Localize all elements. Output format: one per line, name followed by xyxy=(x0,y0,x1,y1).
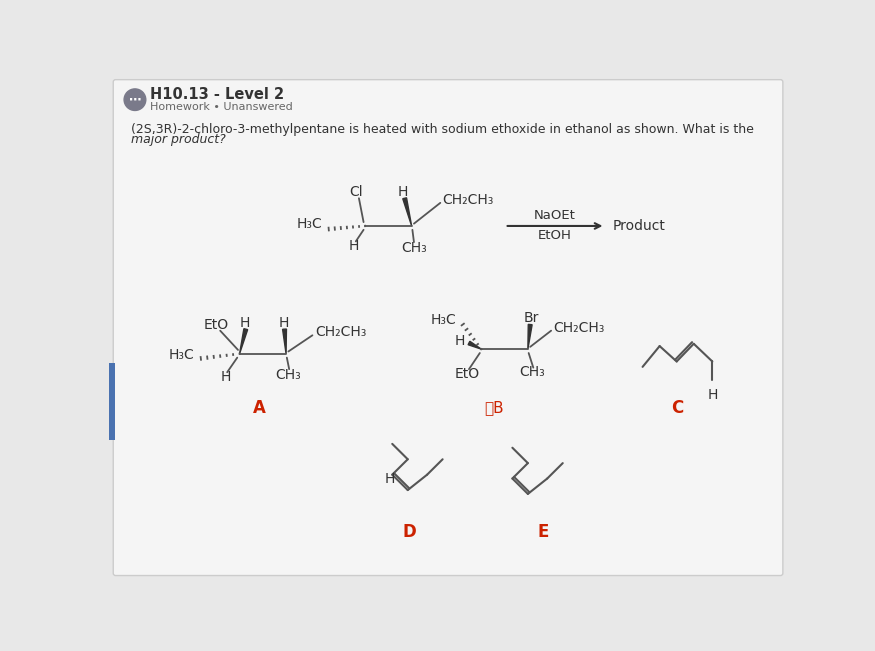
Bar xyxy=(109,363,115,440)
Text: H: H xyxy=(220,370,231,384)
Text: H: H xyxy=(240,316,250,330)
Text: Homework • Unanswered: Homework • Unanswered xyxy=(150,102,292,111)
Text: C: C xyxy=(671,398,683,417)
Polygon shape xyxy=(468,341,481,349)
Text: EtO: EtO xyxy=(455,367,480,381)
Text: CH₂CH₃: CH₂CH₃ xyxy=(315,326,366,339)
Text: H: H xyxy=(349,239,360,253)
Text: H: H xyxy=(397,185,408,199)
Text: CH₃: CH₃ xyxy=(275,368,300,381)
Text: 👋B: 👋B xyxy=(485,400,504,415)
Text: H: H xyxy=(385,471,396,486)
Text: CH₂CH₃: CH₂CH₃ xyxy=(554,320,605,335)
Text: H10.13 - Level 2: H10.13 - Level 2 xyxy=(150,87,284,102)
Polygon shape xyxy=(240,329,248,353)
FancyBboxPatch shape xyxy=(113,79,783,575)
Text: H₃C: H₃C xyxy=(297,217,323,231)
Text: A: A xyxy=(253,398,265,417)
Text: NaOEt: NaOEt xyxy=(534,210,576,223)
Text: H₃C: H₃C xyxy=(169,348,194,363)
Text: CH₃: CH₃ xyxy=(519,365,544,380)
Text: Product: Product xyxy=(613,219,666,233)
Text: CH₃: CH₃ xyxy=(401,240,427,255)
Text: major product?: major product? xyxy=(131,133,226,146)
Text: Br: Br xyxy=(524,311,539,326)
Polygon shape xyxy=(283,329,286,353)
Text: E: E xyxy=(537,523,550,542)
Polygon shape xyxy=(528,324,532,349)
Text: H: H xyxy=(455,335,466,348)
Text: H: H xyxy=(278,316,289,330)
Text: D: D xyxy=(402,523,416,542)
Text: EtOH: EtOH xyxy=(538,229,572,242)
Text: H: H xyxy=(707,387,717,402)
Text: Cl: Cl xyxy=(349,185,362,199)
Text: H₃C: H₃C xyxy=(430,313,457,327)
Text: EtO: EtO xyxy=(204,318,229,331)
Circle shape xyxy=(124,89,146,111)
Text: CH₂CH₃: CH₂CH₃ xyxy=(443,193,494,207)
Polygon shape xyxy=(402,198,411,226)
Text: ⋯: ⋯ xyxy=(129,94,141,107)
Text: (2S,3R)-2-chloro-3-methylpentane is heated with sodium ethoxide in ethanol as sh: (2S,3R)-2-chloro-3-methylpentane is heat… xyxy=(131,123,758,136)
